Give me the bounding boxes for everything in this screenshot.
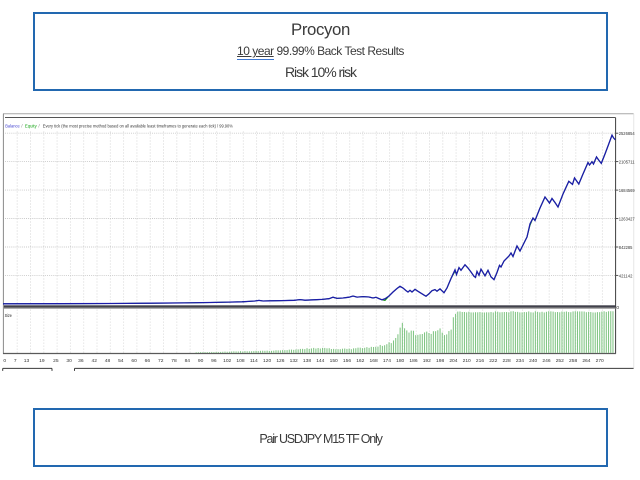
svg-text:0: 0 xyxy=(3,358,6,364)
svg-text:/: / xyxy=(21,123,23,129)
svg-text:132: 132 xyxy=(290,358,298,364)
svg-text:174: 174 xyxy=(383,358,391,364)
svg-text:84: 84 xyxy=(185,358,191,364)
svg-text:Balance: Balance xyxy=(5,123,20,129)
svg-text:0: 0 xyxy=(616,305,619,311)
svg-text:1263427: 1263427 xyxy=(619,216,635,222)
svg-text:240: 240 xyxy=(529,358,537,364)
svg-text:Equity: Equity xyxy=(25,123,37,129)
svg-text:96: 96 xyxy=(211,358,217,364)
svg-text:Size: Size xyxy=(5,313,12,319)
svg-text:126: 126 xyxy=(276,358,284,364)
svg-text:252: 252 xyxy=(556,358,564,364)
svg-text:48: 48 xyxy=(105,358,111,364)
svg-text:108: 108 xyxy=(236,358,244,364)
svg-text:198: 198 xyxy=(436,358,444,364)
svg-text:216: 216 xyxy=(476,358,484,364)
svg-text:264: 264 xyxy=(582,358,590,364)
svg-text:246: 246 xyxy=(542,358,550,364)
svg-text:25: 25 xyxy=(53,358,59,364)
svg-text:2105711: 2105711 xyxy=(619,160,635,166)
svg-text:222: 222 xyxy=(489,358,497,364)
svg-text:138: 138 xyxy=(303,358,311,364)
svg-text:120: 120 xyxy=(263,358,271,364)
svg-text:156: 156 xyxy=(343,358,351,364)
svg-text:90: 90 xyxy=(198,358,204,364)
svg-text:234: 234 xyxy=(516,358,524,364)
svg-text:192: 192 xyxy=(423,358,431,364)
svg-text:180: 180 xyxy=(396,358,404,364)
svg-text:36: 36 xyxy=(78,358,84,364)
svg-text:150: 150 xyxy=(330,358,338,364)
svg-text:258: 258 xyxy=(569,358,577,364)
svg-text:228: 228 xyxy=(503,358,511,364)
svg-text:/: / xyxy=(38,123,40,129)
svg-text:60: 60 xyxy=(131,358,137,364)
svg-text:72: 72 xyxy=(158,358,164,364)
svg-text:114: 114 xyxy=(250,358,258,364)
svg-text:Every tick (the most precise m: Every tick (the most precise method base… xyxy=(43,123,234,129)
svg-text:186: 186 xyxy=(409,358,417,364)
svg-text:78: 78 xyxy=(171,358,177,364)
svg-text:2526854: 2526854 xyxy=(619,131,635,137)
svg-text:42: 42 xyxy=(91,358,97,364)
svg-text:54: 54 xyxy=(118,358,124,364)
svg-text:144: 144 xyxy=(316,358,324,364)
svg-text:7: 7 xyxy=(14,358,17,364)
svg-text:66: 66 xyxy=(145,358,151,364)
svg-text:168: 168 xyxy=(370,358,378,364)
svg-text:842285: 842285 xyxy=(619,245,633,251)
svg-text:210: 210 xyxy=(463,358,471,364)
svg-text:1684569: 1684569 xyxy=(619,188,635,194)
svg-text:421142: 421142 xyxy=(619,273,633,279)
svg-text:102: 102 xyxy=(223,358,231,364)
svg-text:270: 270 xyxy=(596,358,604,364)
svg-text:204: 204 xyxy=(449,358,457,364)
svg-text:19: 19 xyxy=(39,358,45,364)
svg-text:30: 30 xyxy=(66,358,72,364)
svg-text:162: 162 xyxy=(356,358,364,364)
svg-text:13: 13 xyxy=(24,358,30,364)
